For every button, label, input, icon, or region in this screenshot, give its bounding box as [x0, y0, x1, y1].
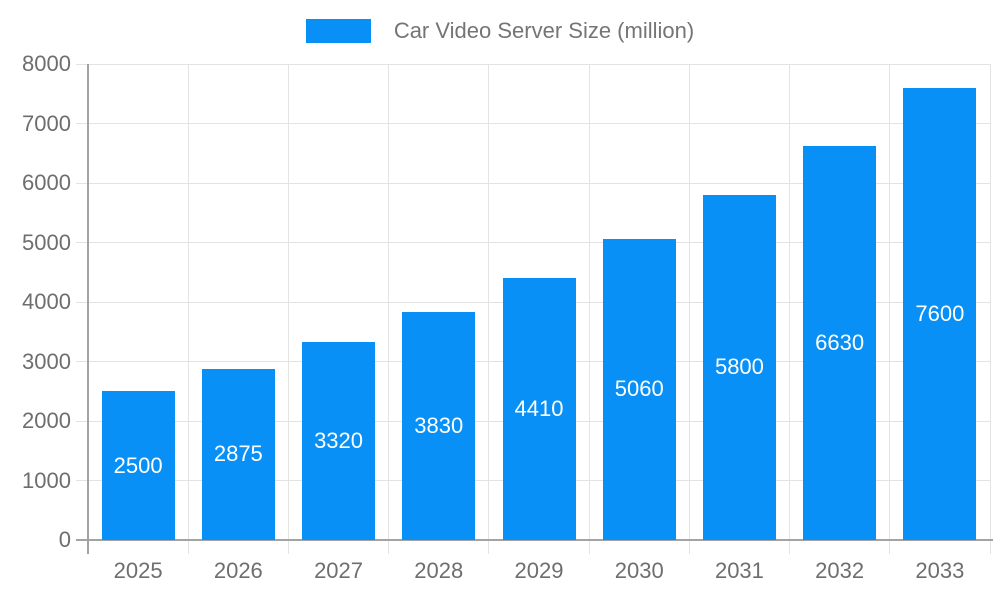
- x-tick-label: 2025: [113, 558, 163, 583]
- x-gridline: [488, 64, 490, 554]
- x-tick-label: 2033: [915, 558, 965, 583]
- x-gridline: [287, 64, 289, 554]
- x-axis-line: [76, 539, 993, 541]
- bar-2025: 2500: [101, 391, 175, 540]
- y-tick-label: 2000: [22, 408, 71, 433]
- bar-value-label: 3830: [414, 413, 464, 439]
- x-gridline: [388, 64, 390, 554]
- x-tick-label: 2027: [314, 558, 364, 583]
- legend-swatch: [305, 19, 371, 43]
- y-tick-label: 5000: [22, 229, 71, 255]
- x-tick-label: 2032: [815, 558, 865, 583]
- bar-value-label: 5060: [614, 376, 664, 402]
- x-tick-label: 2029: [514, 558, 564, 583]
- bar-2029: 4410: [502, 277, 576, 540]
- x-gridline: [989, 64, 991, 554]
- bar-2030: 5060: [602, 238, 676, 540]
- plot-area: 0 1000 2000 3000 4000 5000 6000 7000 8000 2500 202…: [22, 52, 993, 583]
- bar-value-label: 4410: [514, 395, 564, 421]
- y-tick-label: 8000: [22, 51, 71, 76]
- y-tick-label: 1000: [22, 467, 71, 493]
- bar-value-label: 6630: [815, 329, 865, 355]
- bar-2028: 3830: [402, 312, 476, 540]
- y-gridline: [76, 182, 990, 184]
- bar-2032: 6630: [803, 145, 877, 540]
- x-gridline: [889, 64, 891, 554]
- legend-item[interactable]: Car Video Server Size (million): [305, 18, 695, 44]
- bar-2026: 2875: [201, 368, 275, 540]
- y-tick-label: 0: [58, 527, 71, 552]
- y-gridline: [76, 123, 990, 124]
- y-gridline: [76, 242, 990, 243]
- y-axis-line: [87, 64, 89, 554]
- bar-2031: 5800: [702, 194, 776, 540]
- legend-label: Car Video Server Size (million): [393, 18, 695, 43]
- bar-value-label: 2500: [113, 452, 163, 478]
- x-tick-label: 2028: [414, 558, 464, 583]
- x-gridline: [187, 64, 189, 554]
- bar-2027: 3320: [302, 342, 376, 540]
- legend: Car Video Server Size (million): [0, 18, 1000, 44]
- bar-value-label: 3320: [314, 428, 364, 454]
- y-tick-label: 3000: [22, 348, 71, 374]
- x-tick-label: 2031: [714, 558, 764, 583]
- bar-2033: 7600: [903, 87, 977, 540]
- y-tick-label: 6000: [22, 170, 71, 195]
- x-tick-label: 2026: [213, 558, 263, 583]
- x-gridline: [588, 64, 590, 554]
- bar-value-label: 5800: [714, 354, 764, 380]
- y-tick-label: 7000: [22, 110, 71, 136]
- y-gridline: [76, 63, 990, 65]
- x-tick-label: 2030: [614, 558, 664, 583]
- bar-value-label: 2875: [213, 441, 263, 467]
- x-gridline: [688, 64, 690, 554]
- x-gridline: [789, 64, 791, 554]
- y-tick-label: 4000: [22, 289, 71, 314]
- bar-value-label: 7600: [915, 300, 965, 326]
